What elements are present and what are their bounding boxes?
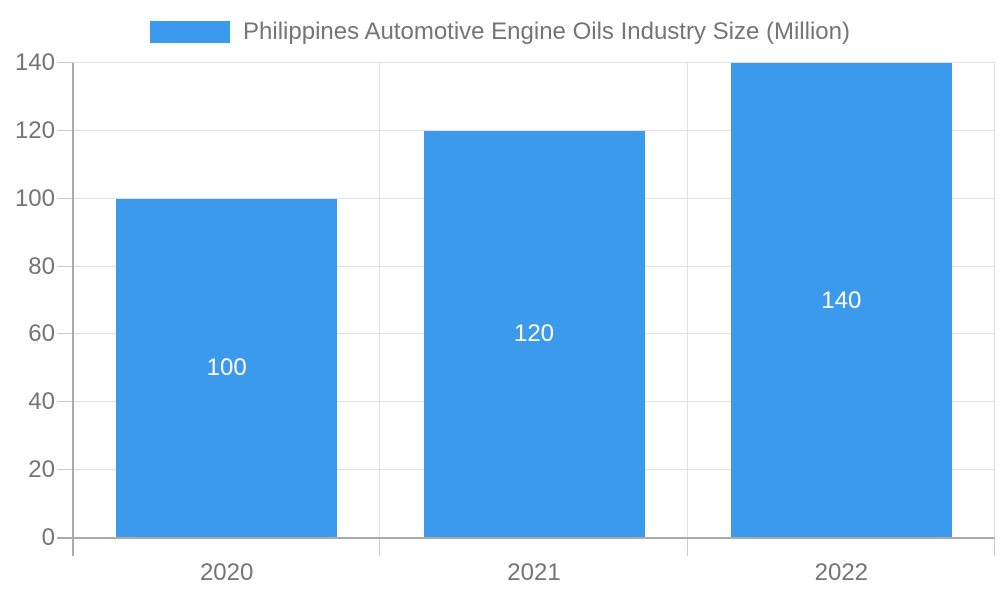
y-axis-label: 120 bbox=[14, 116, 55, 144]
y-gridline bbox=[73, 62, 995, 63]
y-axis-label: 60 bbox=[28, 320, 55, 348]
x-axis-tick bbox=[686, 538, 688, 556]
legend-swatch bbox=[150, 21, 231, 43]
y-axis-tick bbox=[57, 401, 73, 403]
y-axis-tick bbox=[57, 265, 73, 267]
x-axis-line bbox=[57, 537, 995, 539]
x-axis-label: 2022 bbox=[814, 559, 869, 586]
x-axis-tick bbox=[994, 538, 995, 556]
bar-2020[interactable]: 100 bbox=[116, 198, 338, 538]
y-axis-tick bbox=[57, 333, 73, 335]
y-axis-label: 40 bbox=[28, 388, 55, 416]
y-axis-tick bbox=[57, 469, 73, 471]
bar-value-label: 140 bbox=[821, 286, 862, 314]
x-gridline bbox=[994, 63, 995, 538]
y-gridline bbox=[73, 129, 995, 131]
y-axis-tick bbox=[57, 197, 73, 199]
bar-value-label: 100 bbox=[206, 354, 247, 382]
bar-2022[interactable]: 140 bbox=[730, 63, 952, 538]
x-gridline bbox=[379, 63, 381, 538]
x-axis-label: 2020 bbox=[199, 559, 254, 586]
y-axis-label: 20 bbox=[28, 456, 55, 484]
bar-value-label: 120 bbox=[513, 320, 555, 348]
y-axis-tick bbox=[57, 62, 73, 63]
x-axis-tick bbox=[379, 538, 381, 556]
y-axis-label: 100 bbox=[14, 184, 55, 212]
y-axis-label: 140 bbox=[14, 49, 55, 76]
chart-legend[interactable]: Philippines Automotive Engine Oils Indus… bbox=[0, 14, 1000, 50]
legend-label: Philippines Automotive Engine Oils Indus… bbox=[243, 18, 850, 45]
y-axis-label: 80 bbox=[28, 252, 55, 280]
y-axis-line bbox=[72, 63, 74, 556]
bar-2021[interactable]: 120 bbox=[423, 130, 645, 538]
x-gridline bbox=[686, 63, 688, 538]
y-axis-label: 0 bbox=[41, 524, 55, 551]
x-axis-label: 2021 bbox=[507, 559, 561, 586]
y-axis-tick bbox=[57, 129, 73, 131]
